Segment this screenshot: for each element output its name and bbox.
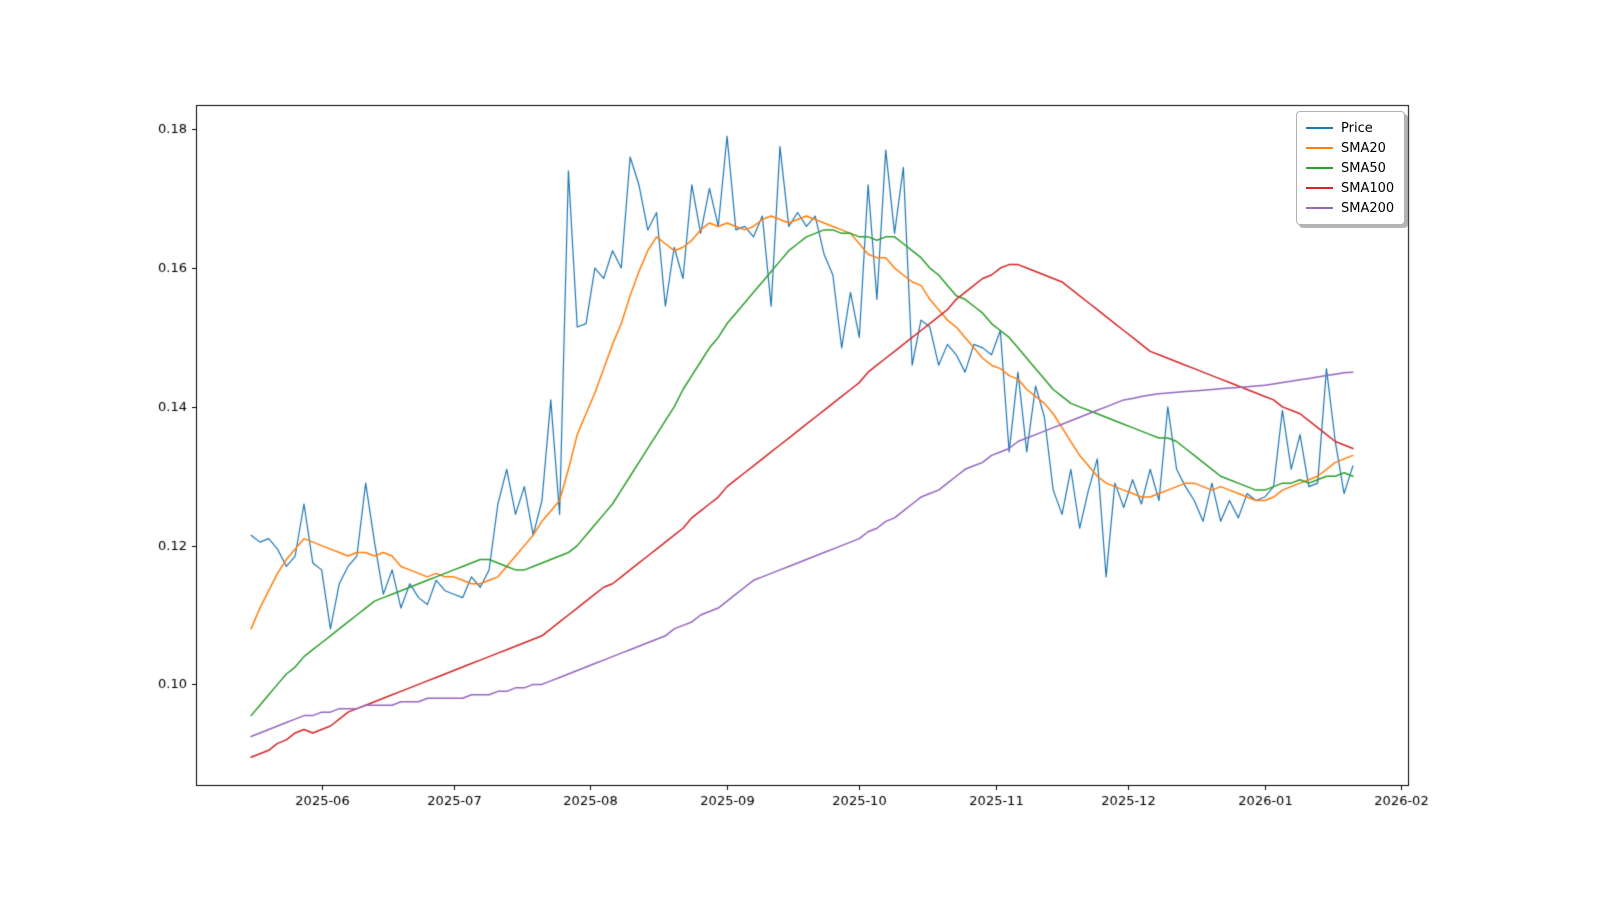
- legend-line-sma200-icon: [1306, 207, 1333, 209]
- legend-label-sma50: SMA50: [1341, 160, 1386, 176]
- legend: Price SMA20 SMA50 SMA100 SMA200: [1296, 111, 1406, 225]
- legend-line-sma20-icon: [1306, 147, 1333, 149]
- legend-label-sma20: SMA20: [1341, 140, 1386, 156]
- legend-line-sma100-icon: [1306, 187, 1333, 189]
- legend-item-sma100: SMA100: [1306, 178, 1394, 198]
- legend-item-sma50: SMA50: [1306, 158, 1394, 178]
- legend-label-price: Price: [1341, 120, 1373, 136]
- legend-line-sma50-icon: [1306, 167, 1333, 169]
- legend-label-sma200: SMA200: [1341, 200, 1395, 216]
- legend-label-sma100: SMA100: [1341, 180, 1395, 196]
- legend-item-sma200: SMA200: [1306, 198, 1394, 218]
- legend-line-price-icon: [1306, 127, 1333, 129]
- legend-item-sma20: SMA20: [1306, 138, 1394, 158]
- legend-item-price: Price: [1306, 118, 1394, 138]
